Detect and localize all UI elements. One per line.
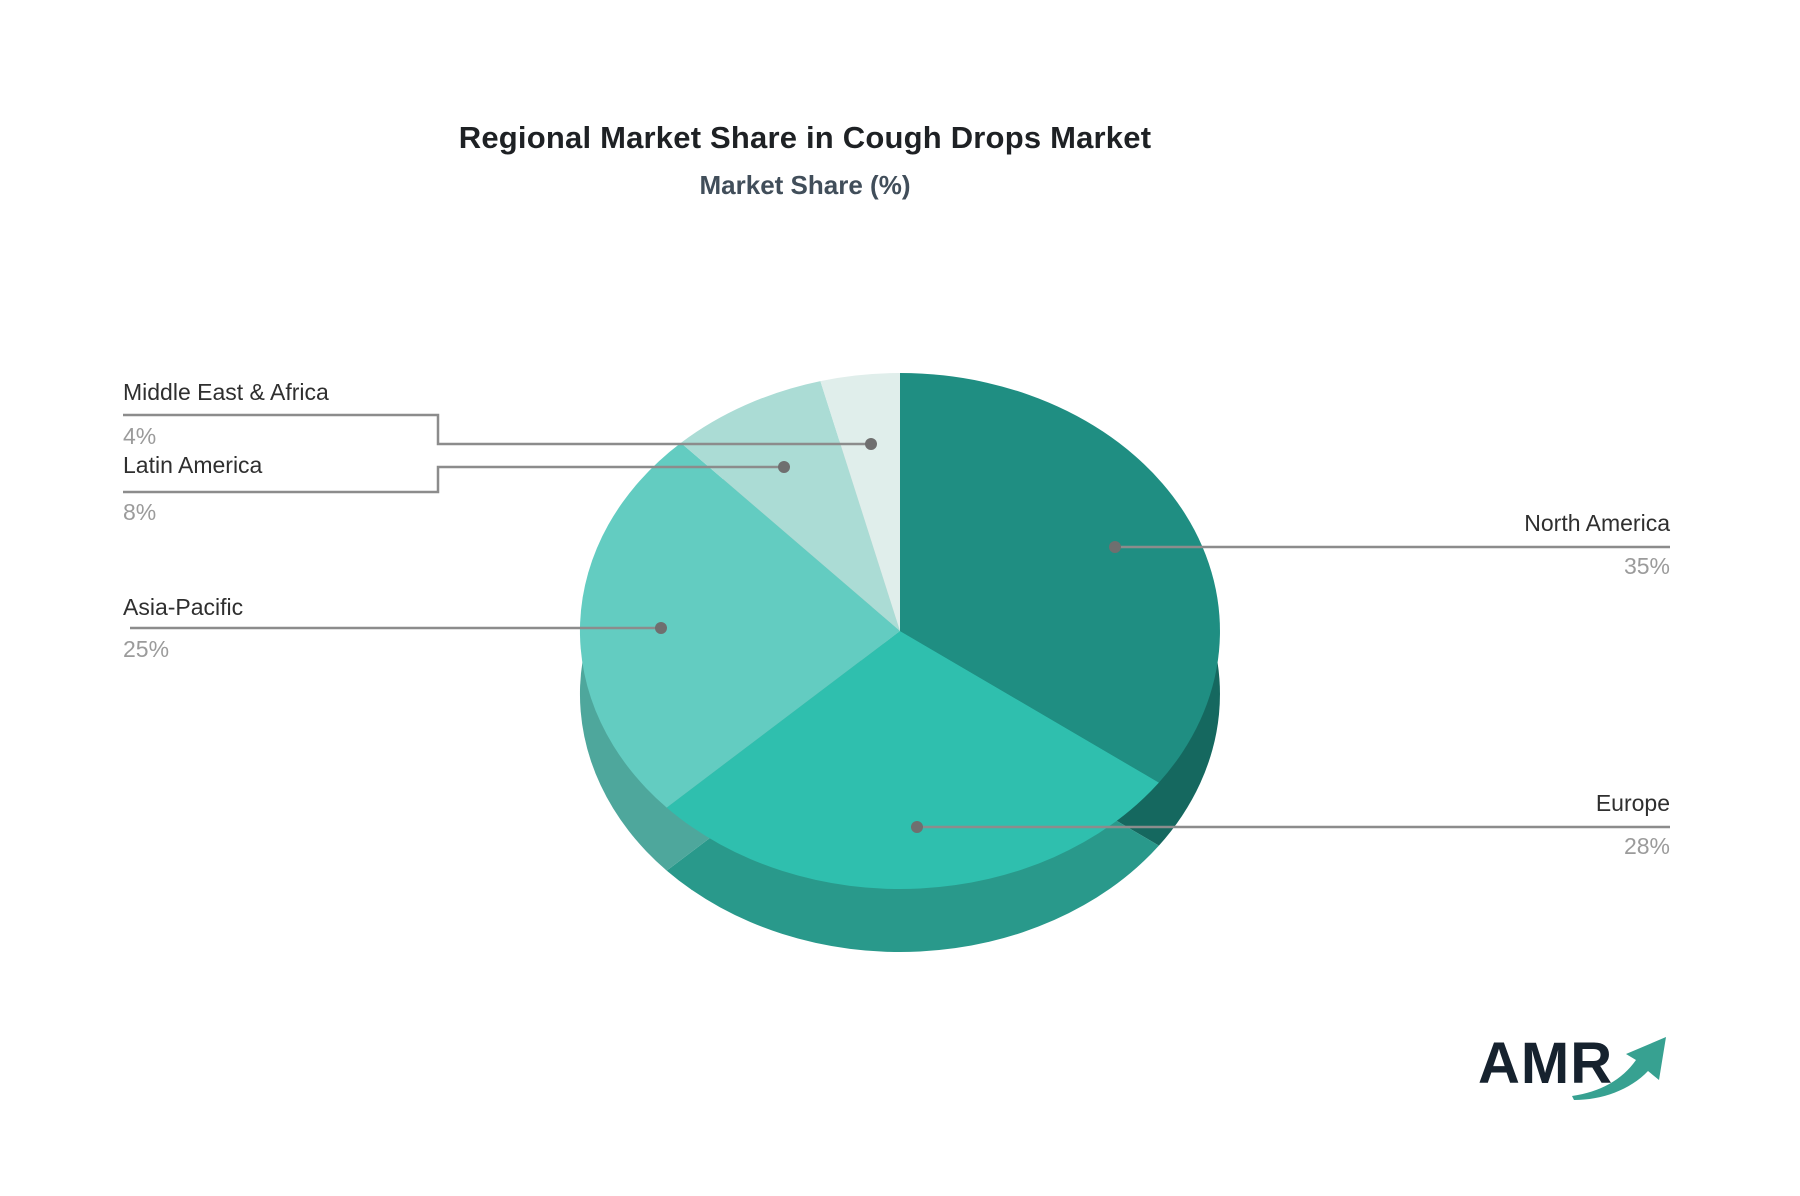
callout-value-europe: 28% xyxy=(1623,833,1670,859)
callout-value-asia-pacific: 25% xyxy=(123,636,170,662)
pie-slice-asia-pacific[interactable] xyxy=(579,442,900,808)
chart-title: Regional Market Share in Cough Drops Mar… xyxy=(458,120,1152,155)
leader-dot-latin-america xyxy=(778,461,790,473)
leader-dot-middle-east-africa xyxy=(865,438,877,450)
callout-value-middle-east-africa: 4% xyxy=(123,423,157,449)
callout-label-asia-pacific: Asia-Pacific xyxy=(123,594,244,620)
pie-slice-middle-east-africa[interactable] xyxy=(820,373,900,631)
leader-dot-north-america xyxy=(1109,541,1121,553)
callout-label-north-america: North America xyxy=(1524,510,1670,536)
leader-line-latin-america xyxy=(123,465,784,494)
amr-logo-arrow-icon xyxy=(1572,1037,1666,1100)
amr-logo: AMR xyxy=(1470,1028,1710,1108)
pie-slice-europe[interactable] xyxy=(666,631,1159,889)
callout-label-europe: Europe xyxy=(1595,790,1670,816)
callout-label-latin-america: Latin America xyxy=(123,452,263,478)
leader-line-middle-east-africa xyxy=(123,413,871,446)
callout-value-latin-america: 8% xyxy=(123,499,157,525)
callout-value-north-america: 35% xyxy=(1623,553,1670,579)
leader-dot-asia-pacific xyxy=(655,622,667,634)
amr-logo-text: AMR xyxy=(1478,1031,1614,1096)
leader-dot-europe xyxy=(911,821,923,833)
pie-slice-north-america[interactable] xyxy=(900,373,1220,783)
callout-label-middle-east-africa: Middle East & Africa xyxy=(123,379,329,405)
chart-subtitle: Market Share (%) xyxy=(699,170,911,200)
